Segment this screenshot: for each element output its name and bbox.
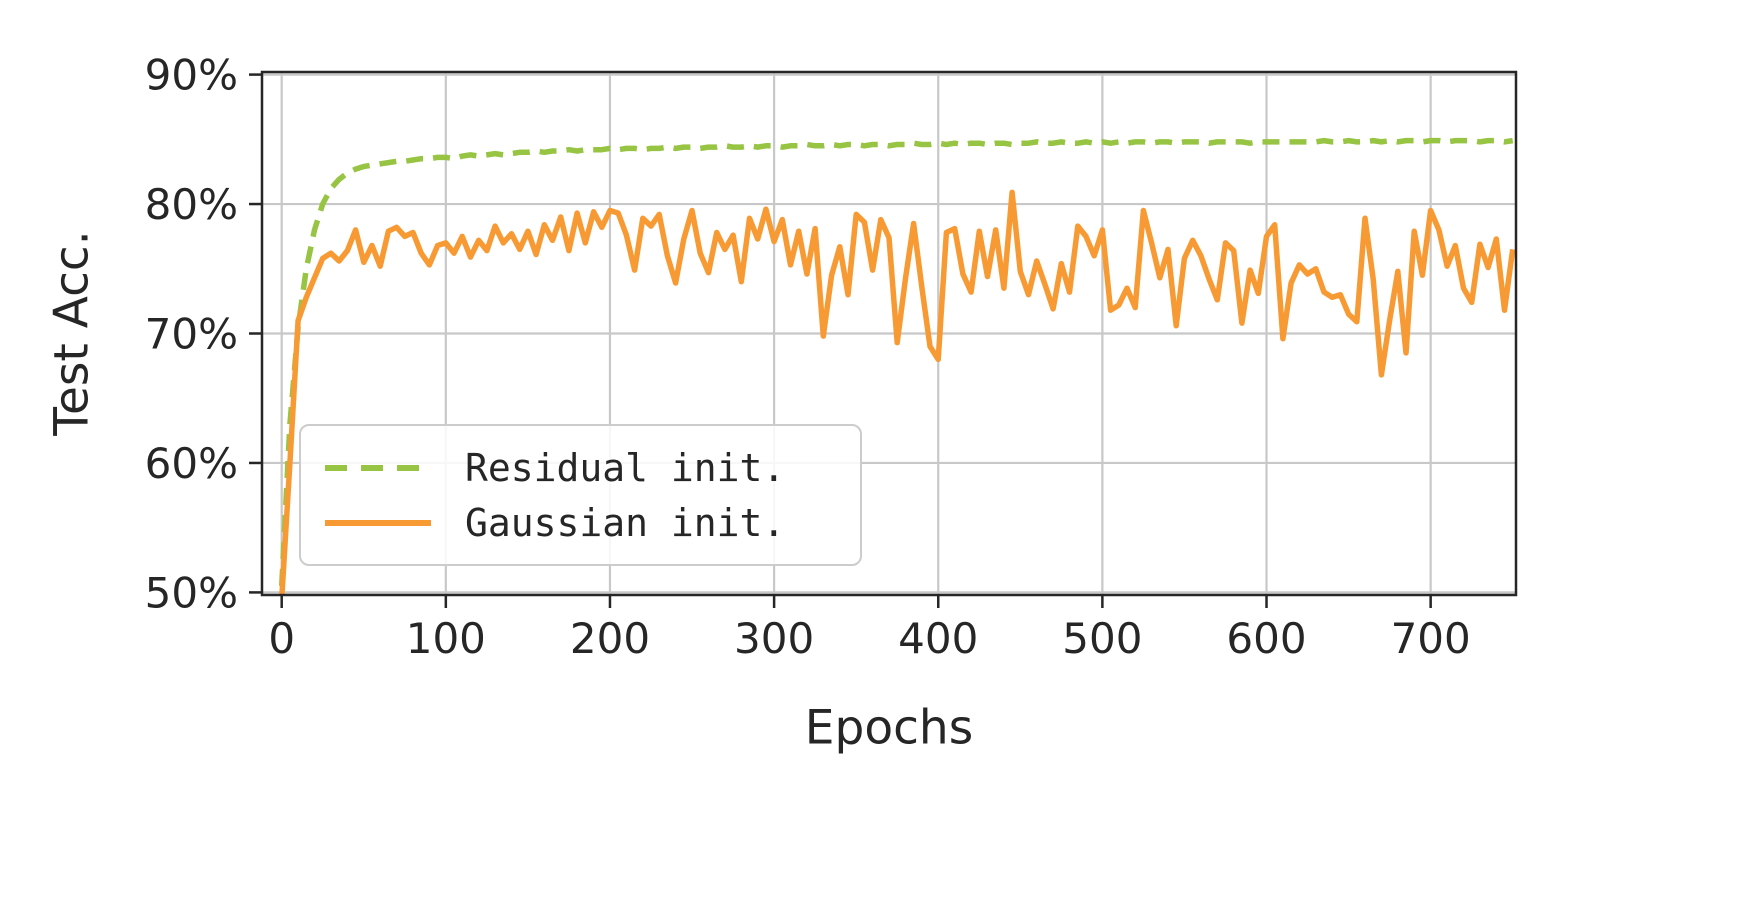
legend-item-residual: Residual init. xyxy=(325,442,836,494)
x-tick-label: 600 xyxy=(1226,614,1306,663)
gaussian-solid-line-swatch xyxy=(325,519,431,526)
y-tick-label: 90% xyxy=(145,51,238,100)
y-tick-label: 80% xyxy=(145,180,238,229)
series-line-gaussian xyxy=(279,189,1516,595)
y-tick-label: 50% xyxy=(145,568,238,617)
x-tick-label: 100 xyxy=(406,614,486,663)
y-axis-label: Test Acc. xyxy=(44,230,100,436)
legend-label-residual: Residual init. xyxy=(465,445,786,490)
x-axis-label: Epochs xyxy=(804,700,974,756)
x-tick-label: 0 xyxy=(268,614,295,663)
legend-item-gaussian: Gaussian init. xyxy=(325,497,836,549)
y-tick-label: 60% xyxy=(145,439,238,488)
y-tick-label: 70% xyxy=(145,310,238,359)
legend: Residual init. Gaussian init. xyxy=(299,424,862,566)
x-tick-label: 300 xyxy=(734,614,814,663)
series-line-residual xyxy=(278,137,1514,587)
x-tick-label: 700 xyxy=(1391,614,1471,663)
x-tick-label: 500 xyxy=(1062,614,1142,663)
residual-dashed-line-swatch xyxy=(325,464,431,471)
legend-label-gaussian: Gaussian init. xyxy=(465,500,786,545)
x-tick-label: 400 xyxy=(898,614,978,663)
x-tick-label: 200 xyxy=(570,614,650,663)
